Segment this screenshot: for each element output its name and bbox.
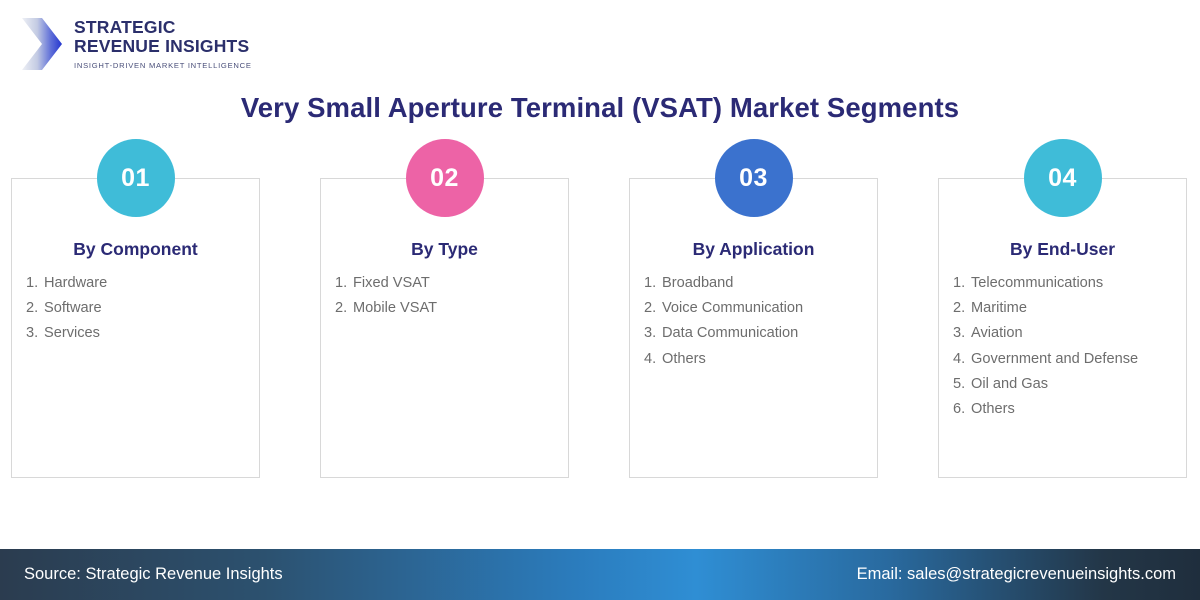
list-item: 1. Hardware (26, 271, 251, 296)
list-item-number: 1. (26, 275, 39, 291)
list-item-number: 4. (644, 350, 657, 367)
segment-item-list: 1. Hardware 2. Software 3. Services (12, 271, 259, 347)
list-item-number: 3. (644, 325, 657, 342)
list-item-number: 3. (26, 325, 39, 342)
footer-bar: Source: Strategic Revenue Insights Email… (0, 549, 1200, 600)
list-item: 2. Voice Communication (644, 296, 869, 321)
list-item-label: Fixed VSAT (353, 275, 430, 291)
list-item: 3. Data Communication (644, 321, 869, 346)
list-item: 4. Government and Defense (953, 347, 1178, 372)
list-item-number: 1. (644, 275, 657, 291)
segment-item-list: 1. Fixed VSAT 2. Mobile VSAT (321, 271, 568, 321)
chevron-arrow-logo-icon (22, 18, 62, 70)
list-item: 3. Aviation (953, 321, 1178, 346)
list-item-number: 2. (26, 300, 39, 317)
list-item: 1. Broadband (644, 271, 869, 296)
list-item-label: Others (662, 350, 706, 367)
list-item: 1. Telecommunications (953, 271, 1178, 296)
footer-email[interactable]: Email: sales@strategicrevenueinsights.co… (856, 565, 1176, 583)
brand-logo: STRATEGIC REVENUE INSIGHTS INSIGHT-DRIVE… (20, 16, 252, 72)
segment-card-by-end-user: 04 By End-User 1. Telecommunications 2. Ma… (938, 139, 1187, 478)
list-item: 1. Fixed VSAT (335, 271, 560, 296)
list-item-number: 6. (953, 401, 966, 418)
list-item-label: Broadband (662, 275, 734, 291)
segment-number-badge: 03 (714, 139, 793, 217)
list-item-number: 3. (953, 325, 966, 342)
list-item: 5. Oil and Gas (953, 372, 1178, 397)
list-item-label: Government and Defense (971, 350, 1139, 367)
list-item-label: Software (44, 300, 102, 317)
list-item-number: 4. (953, 350, 966, 367)
list-item-label: Hardware (44, 275, 108, 291)
page-title: Very Small Aperture Terminal (VSAT) Mark… (240, 92, 960, 123)
segment-card-row: 01 By Component 1. Hardware 2. Software 3.… (11, 139, 1189, 478)
segment-item-list: 1. Telecommunications 2. Maritime 3. Aviati… (939, 271, 1186, 422)
list-item-number: 1. (335, 275, 348, 291)
segment-heading: By Application (692, 239, 815, 259)
segment-card-by-type: 02 By Type 1. Fixed VSAT 2. Mobile VSAT (320, 139, 569, 478)
list-item-label: Services (44, 325, 100, 342)
segment-card-by-application: 03 By Application 1. Broadband 2. Voice Co… (629, 139, 878, 478)
segment-number-badge: 02 (405, 139, 484, 217)
segment-heading: By End-User (1009, 239, 1116, 259)
list-item-number: 5. (953, 375, 966, 392)
segment-number-badge: 04 (1023, 139, 1102, 217)
list-item-number: 2. (953, 300, 966, 317)
list-item-label: Others (971, 401, 1015, 418)
segment-item-list: 1. Broadband 2. Voice Communication 3. Data… (630, 271, 877, 372)
list-item-label: Aviation (971, 325, 1023, 342)
list-item: 3. Services (26, 321, 251, 346)
list-item-number: 2. (644, 300, 657, 317)
list-item: 4. Others (644, 347, 869, 372)
list-item: 2. Mobile VSAT (335, 296, 560, 321)
footer-source: Source: Strategic Revenue Insights (24, 565, 283, 583)
list-item-number: 1. (953, 275, 966, 291)
list-item-label: Oil and Gas (971, 375, 1049, 392)
segment-card-by-component: 01 By Component 1. Hardware 2. Software 3.… (11, 139, 260, 478)
list-item: 2. Software (26, 296, 251, 321)
brand-wordmark: STRATEGIC REVENUE INSIGHTS INSIGHT-DRIVE… (74, 16, 252, 71)
brand-name-line-2: REVENUE INSIGHTS (74, 35, 250, 56)
list-item: 2. Maritime (953, 296, 1178, 321)
list-item: 6. Others (953, 397, 1178, 422)
brand-tagline: INSIGHT-DRIVEN MARKET INTELLIGENCE (74, 60, 252, 70)
list-item-label: Mobile VSAT (353, 300, 438, 317)
brand-name-line-1: STRATEGIC (74, 16, 176, 37)
segment-heading: By Type (411, 239, 478, 259)
list-item-label: Voice Communication (662, 300, 804, 317)
list-item-label: Maritime (971, 300, 1027, 317)
list-item-label: Data Communication (662, 325, 799, 342)
segment-number-badge: 01 (96, 139, 175, 217)
segment-heading: By Component (73, 239, 198, 259)
list-item-label: Telecommunications (971, 275, 1104, 291)
list-item-number: 2. (335, 300, 348, 317)
